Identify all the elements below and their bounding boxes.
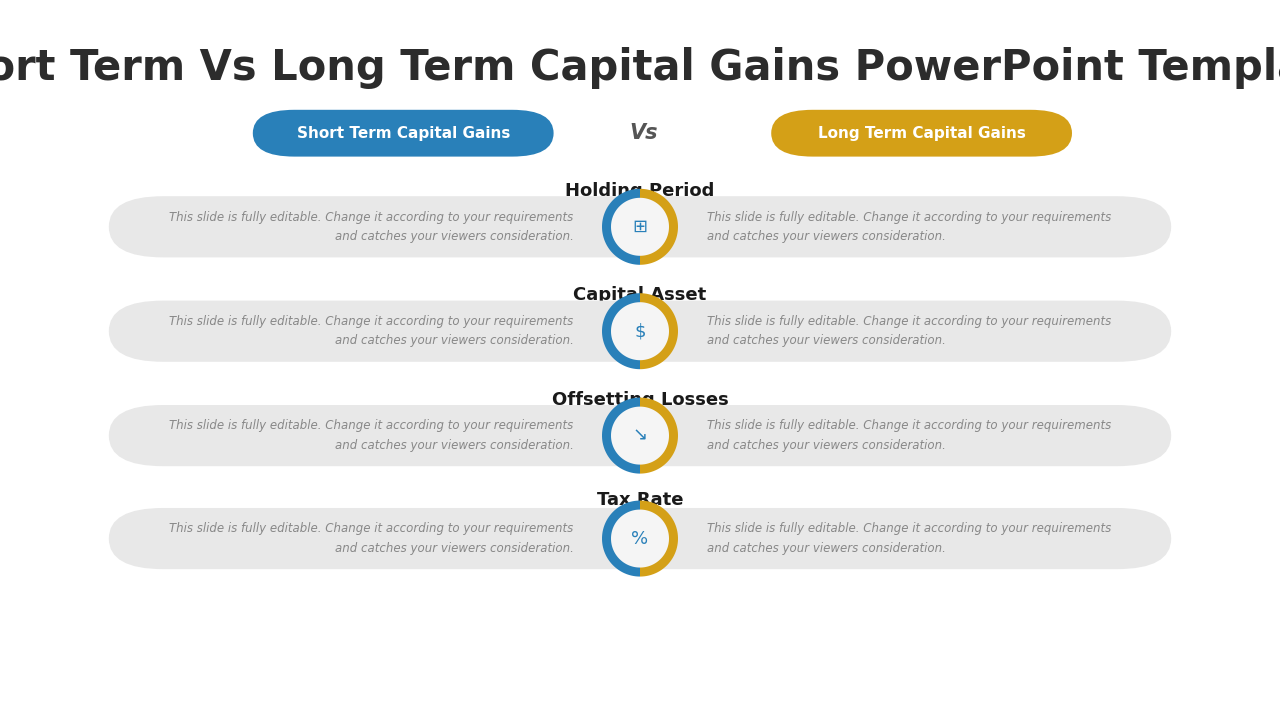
- Text: This slide is fully editable. Change it according to your requirements
and catch: This slide is fully editable. Change it …: [707, 315, 1111, 348]
- Text: This slide is fully editable. Change it according to your requirements
and catch: This slide is fully editable. Change it …: [169, 210, 573, 243]
- Text: Tax Rate: Tax Rate: [596, 491, 684, 510]
- Polygon shape: [602, 189, 640, 265]
- Polygon shape: [640, 397, 678, 474]
- Text: $: $: [635, 323, 645, 340]
- Text: Short Term Capital Gains: Short Term Capital Gains: [297, 126, 509, 140]
- Polygon shape: [602, 397, 640, 474]
- Polygon shape: [611, 510, 669, 567]
- Polygon shape: [640, 500, 678, 577]
- Text: This slide is fully editable. Change it according to your requirements
and catch: This slide is fully editable. Change it …: [707, 210, 1111, 243]
- FancyBboxPatch shape: [109, 301, 1171, 362]
- Text: Offsetting Losses: Offsetting Losses: [552, 390, 728, 409]
- Text: This slide is fully editable. Change it according to your requirements
and catch: This slide is fully editable. Change it …: [707, 419, 1111, 452]
- Polygon shape: [602, 293, 640, 369]
- Polygon shape: [640, 293, 678, 369]
- Text: ↘: ↘: [632, 426, 648, 444]
- Text: This slide is fully editable. Change it according to your requirements
and catch: This slide is fully editable. Change it …: [707, 522, 1111, 555]
- FancyBboxPatch shape: [109, 197, 1171, 258]
- Text: Short Term Vs Long Term Capital Gains PowerPoint Template: Short Term Vs Long Term Capital Gains Po…: [0, 48, 1280, 89]
- Text: %: %: [631, 529, 649, 547]
- Text: Vs: Vs: [630, 123, 658, 143]
- Text: ⊞: ⊞: [632, 217, 648, 236]
- Text: Long Term Capital Gains: Long Term Capital Gains: [818, 126, 1025, 140]
- Polygon shape: [640, 189, 678, 265]
- Text: This slide is fully editable. Change it according to your requirements
and catch: This slide is fully editable. Change it …: [169, 419, 573, 452]
- Polygon shape: [611, 198, 669, 256]
- FancyBboxPatch shape: [109, 405, 1171, 467]
- FancyBboxPatch shape: [771, 109, 1073, 157]
- FancyBboxPatch shape: [109, 508, 1171, 569]
- Text: This slide is fully editable. Change it according to your requirements
and catch: This slide is fully editable. Change it …: [169, 522, 573, 555]
- Polygon shape: [602, 500, 640, 577]
- FancyBboxPatch shape: [253, 109, 554, 157]
- Text: Holding Period: Holding Period: [566, 181, 714, 199]
- Polygon shape: [611, 407, 669, 464]
- Polygon shape: [611, 302, 669, 360]
- Text: Capital Asset: Capital Asset: [573, 286, 707, 304]
- Text: This slide is fully editable. Change it according to your requirements
and catch: This slide is fully editable. Change it …: [169, 315, 573, 348]
